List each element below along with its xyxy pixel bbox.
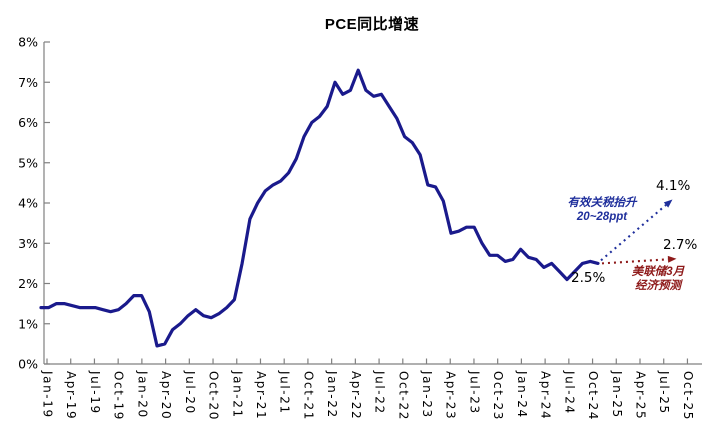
pce-line-series	[39, 68, 600, 348]
fed-forecast-note-line2: 经济预测	[635, 280, 681, 292]
x-tick-label: Jan-25	[610, 370, 624, 419]
y-tick-label: 3%	[18, 236, 38, 251]
x-tick-label: Oct-24	[586, 371, 600, 421]
last-actual-value-label: 2.5%	[571, 270, 606, 286]
x-tick-label: Jul-21	[278, 370, 292, 415]
y-tick-label: 8%	[18, 35, 38, 50]
x-tick-label: Jul-20	[183, 370, 197, 415]
x-tick-label: Oct-20	[207, 371, 221, 421]
x-tick-label: Oct-22	[396, 371, 410, 421]
y-tick-label: 0%	[18, 357, 38, 372]
x-tick-label: Apr-21	[254, 371, 268, 420]
tariff-scenario-arrow-head	[663, 199, 673, 208]
x-tick-label: Jul-22	[373, 370, 387, 415]
x-tick-label: Jan-23	[420, 370, 434, 419]
y-tick-label: 7%	[18, 75, 38, 90]
y-tick-label: 4%	[18, 196, 38, 211]
y-tick-label: 1%	[18, 316, 38, 331]
tariff-scenario-arrow	[600, 204, 667, 262]
tariff-scenario-note-line2: 20~28ppt	[576, 211, 628, 223]
x-tick-label: Apr-20	[159, 371, 173, 420]
x-tick-label: Oct-23	[491, 371, 505, 421]
fed-forecast-value-label: 2.7%	[663, 237, 698, 253]
x-tick-label: Oct-25	[681, 371, 695, 421]
y-tick-label: 2%	[18, 276, 38, 291]
x-tick-label: Apr-25	[634, 371, 648, 420]
tariff-scenario-note-line1: 有效关税抬升	[567, 197, 637, 209]
tariff-scenario-note: 有效关税抬升 20~28ppt	[552, 196, 652, 224]
x-tick-label: Jan-24	[515, 370, 529, 419]
x-tick-label: Jul-23	[467, 370, 481, 415]
x-tick-label: Apr-22	[349, 371, 363, 420]
fed-forecast-arrow-head	[667, 255, 677, 263]
x-tick-label: Jan-19	[41, 370, 55, 419]
fed-forecast-note-line1: 美联储3月	[631, 266, 685, 278]
x-tick-label: Apr-19	[64, 371, 78, 420]
x-tick-label: Jan-21	[230, 370, 244, 419]
x-tick-label: Oct-19	[112, 371, 126, 421]
y-tick-label: 6%	[18, 115, 38, 130]
x-tick-label: Jul-25	[657, 370, 671, 415]
x-tick-label: Oct-21	[301, 371, 315, 421]
x-tick-label: Jan-20	[135, 370, 149, 419]
tariff-scenario-value-label: 4.1%	[656, 178, 691, 194]
x-tick-label: Jul-19	[88, 370, 102, 415]
chart-title: PCE同比增速	[324, 16, 420, 33]
fed-forecast-arrow	[601, 258, 669, 265]
x-tick-label: Apr-24	[539, 371, 553, 420]
x-tick-label: Apr-23	[444, 371, 458, 420]
x-tick-label: Jul-24	[562, 370, 576, 415]
y-tick-label: 5%	[18, 155, 38, 170]
fed-forecast-note: 美联储3月 经济预测	[610, 265, 706, 293]
x-tick-label: Jan-22	[325, 370, 339, 419]
